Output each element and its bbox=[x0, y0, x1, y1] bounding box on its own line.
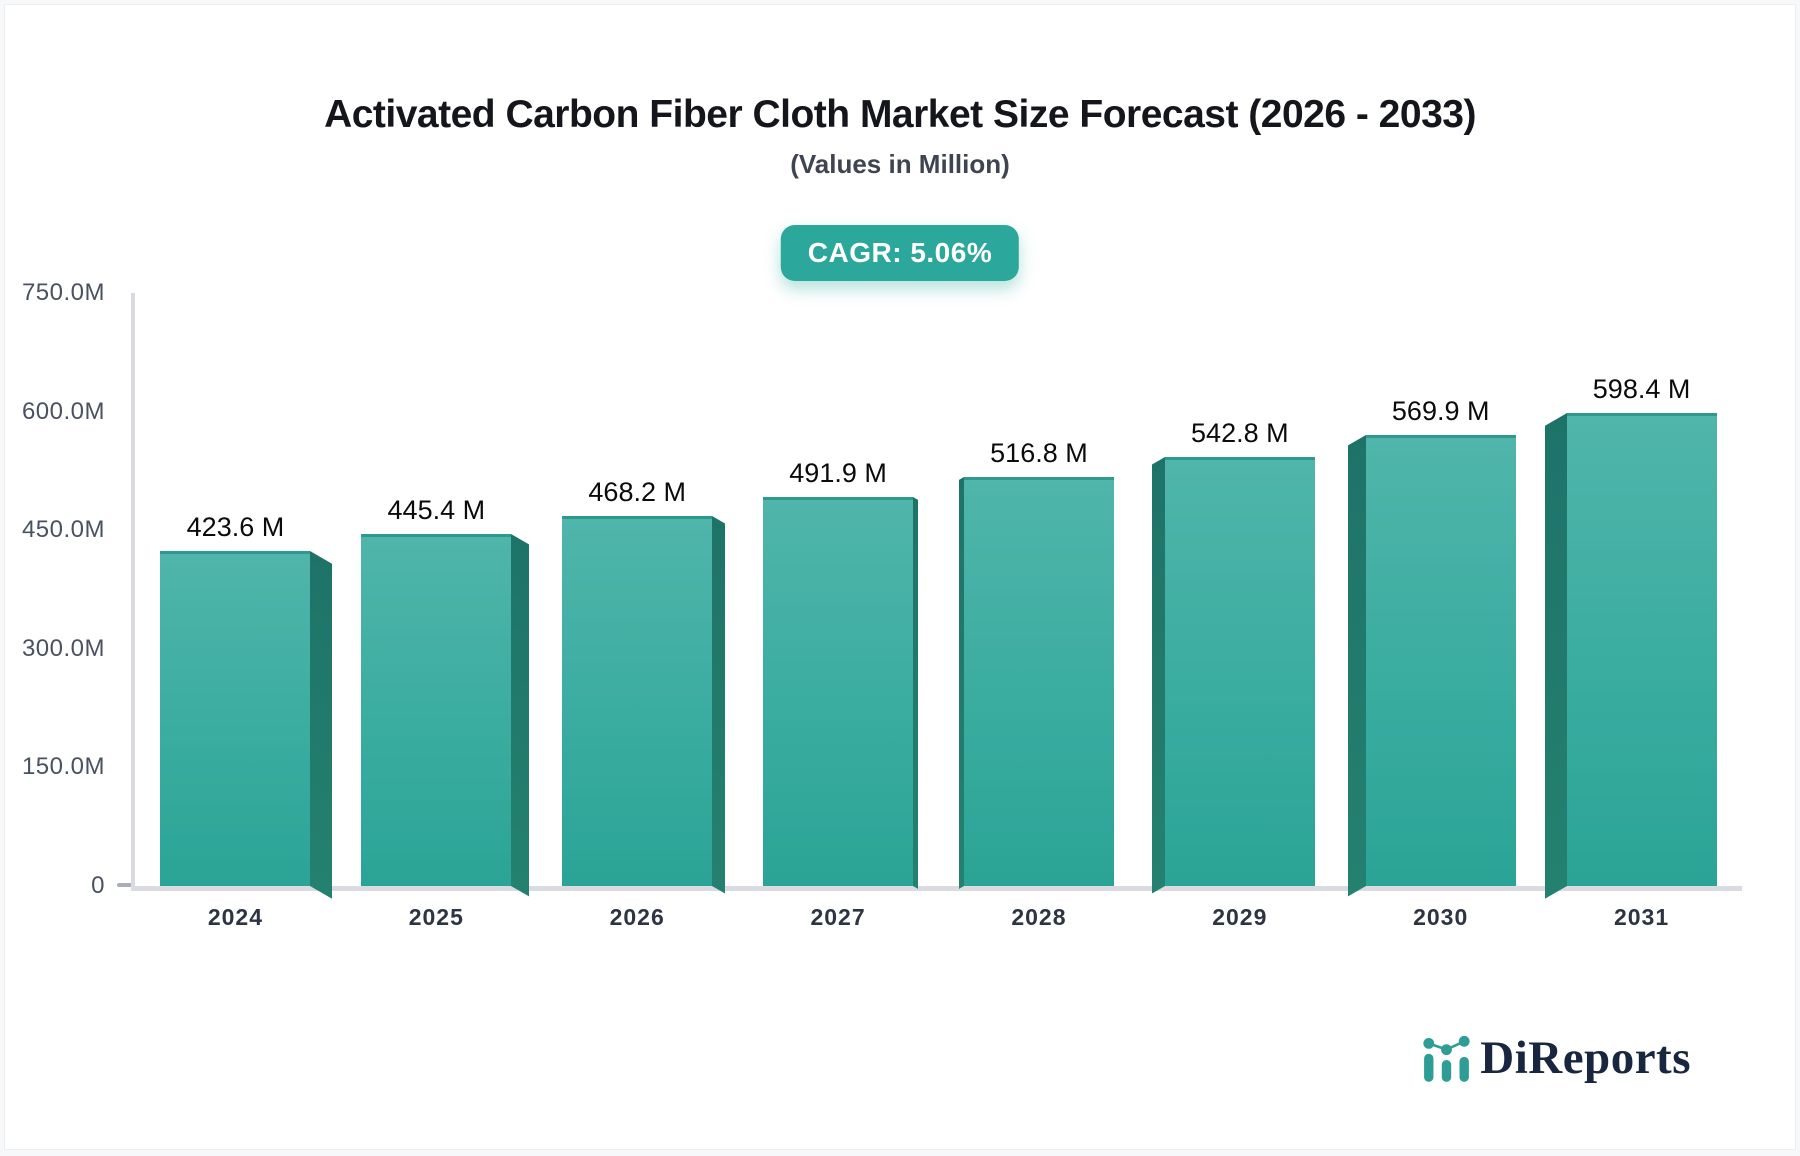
bar-2026 bbox=[562, 516, 726, 894]
bar-value-label: 491.9 M bbox=[789, 458, 887, 488]
bar-column-2025: 445.4 M bbox=[336, 293, 537, 897]
y-axis-label: 0 bbox=[91, 872, 105, 899]
bar-side-panel bbox=[1347, 435, 1366, 897]
bar-2029 bbox=[1151, 457, 1315, 894]
x-axis-label-2026: 2026 bbox=[609, 904, 665, 930]
page-title: Activated Carbon Fiber Cloth Market Size… bbox=[324, 93, 1476, 136]
bars-container: 423.6 M 445.4 M 468.2 M 491.9 M 516.8 M 542.8… bbox=[135, 293, 1742, 899]
bar-value-label: 423.6 M bbox=[186, 512, 285, 542]
y-axis-label: 450.0M bbox=[21, 516, 105, 543]
bar-column-2030: 569.9 M bbox=[1340, 293, 1541, 897]
y-axis-label: 600.0M bbox=[21, 398, 105, 425]
bar-column-2028: 516.8 M bbox=[939, 293, 1140, 889]
bar-value-label: 598.4 M bbox=[1592, 374, 1691, 404]
chart-card: Activated Carbon Fiber Cloth Market Size… bbox=[4, 4, 1796, 1150]
bar-side-panel bbox=[913, 497, 919, 889]
bar-2030 bbox=[1347, 435, 1516, 897]
bar-column-2027: 491.9 M bbox=[738, 293, 939, 889]
chart-subtitle: (Values in Million) bbox=[790, 149, 1010, 179]
bar-face bbox=[160, 551, 311, 886]
bar-chart-logo-icon bbox=[1423, 1035, 1470, 1082]
y-axis-label: 750.0M bbox=[21, 279, 105, 306]
bar-side-panel bbox=[712, 516, 726, 894]
bar-value-label: 468.2 M bbox=[588, 477, 686, 507]
x-axis-label-2031: 2031 bbox=[1613, 904, 1670, 930]
y-axis-label: 300.0M bbox=[21, 635, 105, 662]
logo-text: DiReports bbox=[1480, 1032, 1691, 1084]
bar-side-panel bbox=[511, 534, 530, 897]
bar-face bbox=[361, 534, 512, 886]
bar-value-label: 542.8 M bbox=[1191, 418, 1289, 448]
bar-face bbox=[1164, 457, 1315, 886]
bar-2031 bbox=[1544, 413, 1717, 899]
bar-face bbox=[562, 516, 713, 886]
bar-side-panel bbox=[1544, 413, 1567, 899]
bar-2024 bbox=[160, 551, 333, 899]
x-axis-line bbox=[131, 886, 1742, 891]
bar-column-2026: 468.2 M bbox=[537, 293, 738, 894]
x-axis-label-2027: 2027 bbox=[810, 904, 866, 930]
bar-value-label: 569.9 M bbox=[1391, 396, 1490, 426]
y-axis: 750.0M 600.0M 450.0M 300.0M 150.0M 0 bbox=[5, 279, 135, 899]
x-axis-label-2028: 2028 bbox=[1011, 904, 1067, 930]
bar-2027 bbox=[763, 497, 919, 889]
bar-value-label: 516.8 M bbox=[990, 438, 1088, 468]
bar-column-2029: 542.8 M bbox=[1139, 293, 1340, 894]
y-axis-label: 150.0M bbox=[21, 753, 105, 780]
x-axis-labels: 2024 2025 2026 2027 2028 2029 2030 2031 bbox=[135, 904, 1742, 931]
bar-2028 bbox=[958, 477, 1114, 889]
bar-side-panel bbox=[310, 551, 333, 899]
bar-face bbox=[763, 497, 914, 886]
x-axis-label-2025: 2025 bbox=[408, 904, 464, 930]
cagr-badge: CAGR: 5.06% bbox=[780, 225, 1020, 281]
y-axis-tick bbox=[117, 883, 135, 887]
bar-column-2024: 423.6 M bbox=[135, 293, 336, 899]
direports-logo: DiReports bbox=[1422, 1035, 1691, 1082]
x-axis-label-2030: 2030 bbox=[1413, 904, 1469, 930]
plot-area: 423.6 M 445.4 M 468.2 M 491.9 M 516.8 M 542.8… bbox=[131, 293, 1742, 899]
x-axis-label-2029: 2029 bbox=[1212, 904, 1268, 930]
bar-side-panel bbox=[1151, 457, 1165, 894]
y-axis-line bbox=[131, 293, 135, 891]
bar-2025 bbox=[361, 534, 530, 897]
bar-face bbox=[1566, 413, 1717, 886]
bar-side-panel bbox=[958, 477, 964, 889]
bar-face bbox=[963, 477, 1114, 886]
bar-column-2031: 598.4 M bbox=[1541, 293, 1742, 899]
bar-value-label: 445.4 M bbox=[387, 495, 486, 525]
x-axis-label-2024: 2024 bbox=[207, 904, 264, 930]
bar-face bbox=[1365, 435, 1516, 886]
